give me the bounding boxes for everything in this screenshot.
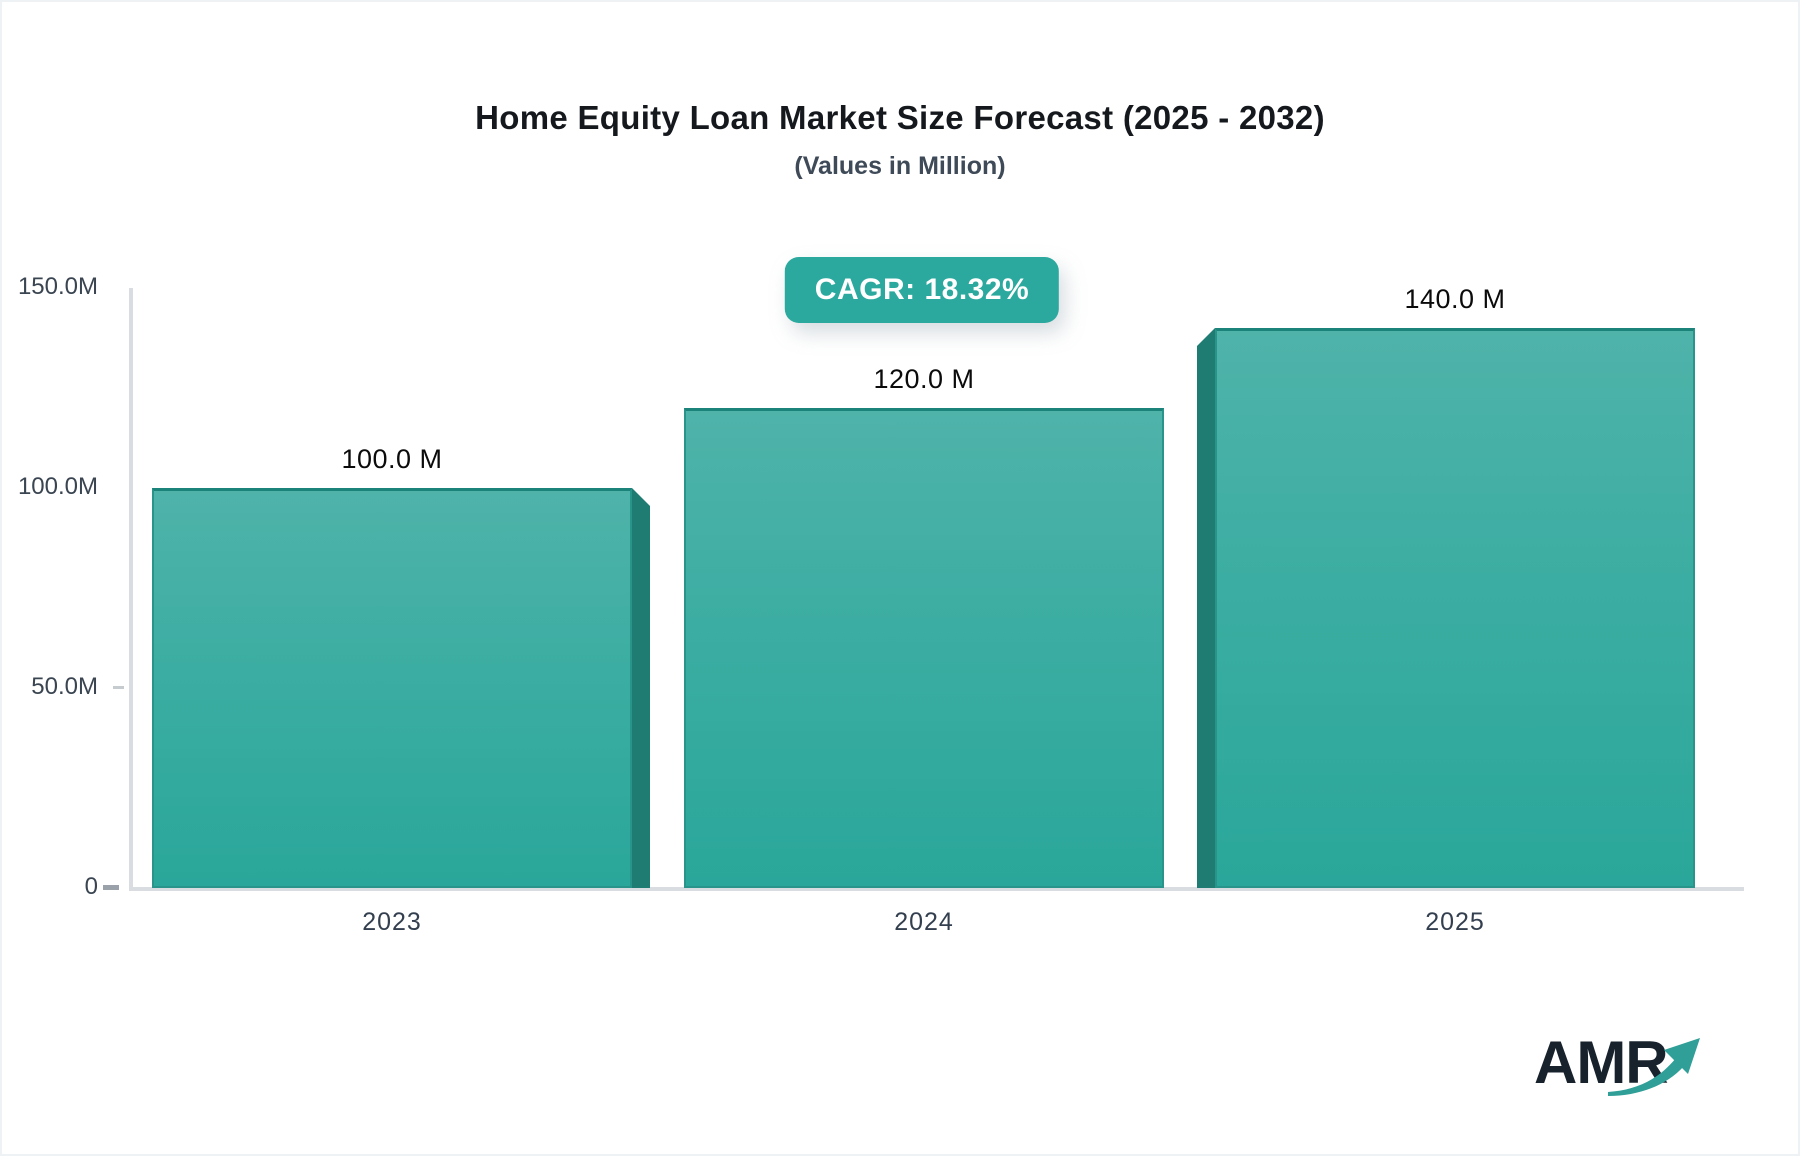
chart-title: Home Equity Loan Market Size Forecast (2… xyxy=(475,99,1325,136)
chart-subtitle: (Values in Million) xyxy=(794,152,1006,180)
y-tick-mark xyxy=(113,686,124,689)
y-tick-mark xyxy=(103,885,119,890)
y-tick-label-0: 0 xyxy=(84,873,98,900)
x-category-label-2024: 2024 xyxy=(894,908,954,936)
x-category-label-2025: 2025 xyxy=(1425,908,1485,936)
x-axis-line xyxy=(129,887,1744,891)
x-category-label-2023: 2023 xyxy=(362,908,422,936)
amr-logo: AMR xyxy=(1534,1028,1734,1120)
y-tick-label-150.0M: 150.0M xyxy=(17,273,98,300)
y-tick-label-50.0M: 50.0M xyxy=(31,673,98,700)
y-tick-label-100.0M: 100.0M xyxy=(17,473,98,500)
cagr-badge-label: CAGR: 18.32% xyxy=(814,273,1030,306)
bar-value-label-2025: 140.0 M xyxy=(1404,284,1506,314)
bar-2024[interactable] xyxy=(684,408,1164,888)
y-axis-line xyxy=(129,288,133,888)
bar-side-panel-2025 xyxy=(1197,328,1215,888)
bar-side-panel-2023 xyxy=(632,488,650,888)
cagr-badge: CAGR: 18.32% xyxy=(784,257,1060,323)
bar-value-label-2024: 120.0 M xyxy=(873,364,975,394)
bar-2023[interactable] xyxy=(152,488,632,888)
amr-logo-arrow-icon xyxy=(1608,1038,1700,1096)
bar-value-label-2023: 100.0 M xyxy=(341,444,443,474)
bar-2025[interactable] xyxy=(1215,328,1695,888)
